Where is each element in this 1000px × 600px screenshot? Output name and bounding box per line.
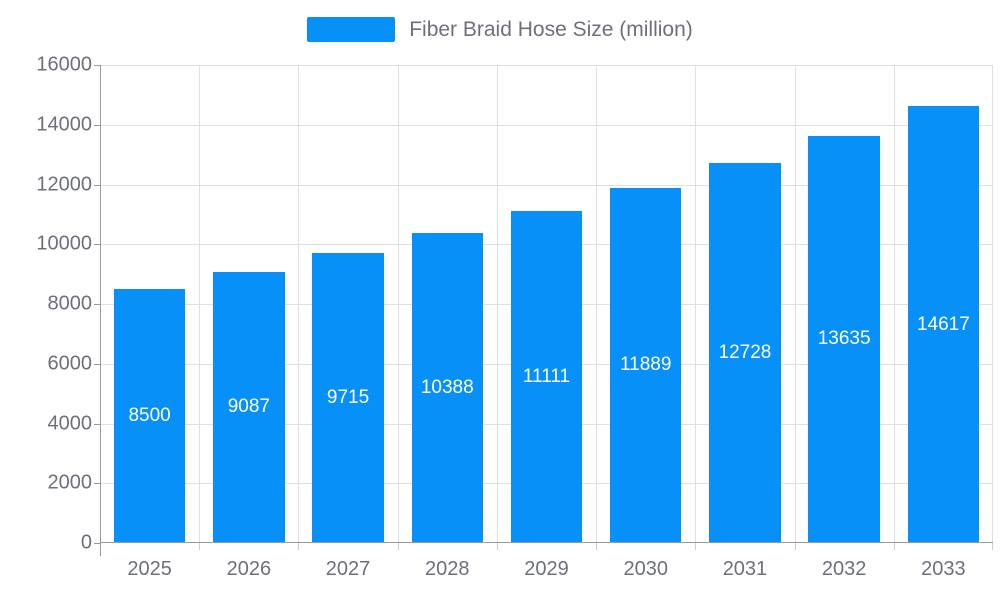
bar[interactable]: 11111: [510, 211, 583, 543]
legend-item[interactable]: Fiber Braid Hose Size (million): [307, 17, 693, 42]
bar-value-label: 12728: [718, 341, 772, 363]
x-axis-tick: [496, 543, 498, 550]
gridline-horizontal: [100, 184, 993, 186]
x-axis-tick: [397, 543, 399, 550]
bar-value-label: 10388: [420, 376, 474, 398]
bar-value-label: 9087: [227, 396, 270, 418]
y-axis-tick: [94, 65, 100, 66]
gridline-vertical: [695, 65, 697, 543]
y-axis-tick: [94, 304, 100, 305]
x-tick-label: 2027: [325, 558, 371, 580]
x-tick-label: 2030: [623, 558, 668, 580]
bar[interactable]: 9715: [312, 252, 384, 543]
x-axis-tick: [794, 543, 796, 550]
y-axis-tick: [94, 244, 100, 246]
x-tick-label: 2028: [425, 558, 470, 580]
x-tick-label: 2026: [226, 558, 272, 580]
bar[interactable]: 10388: [411, 232, 483, 543]
x-tick-label: 2025: [127, 558, 172, 580]
x-axis-tick: [893, 543, 895, 550]
bar-value-label: 11111: [522, 366, 571, 388]
x-axis-tick: [596, 543, 598, 550]
gridline-vertical: [992, 65, 993, 543]
gridline-vertical: [794, 65, 796, 543]
bar[interactable]: 12728: [709, 162, 781, 543]
bar[interactable]: 14617: [907, 106, 980, 543]
y-tick-label: 16000: [36, 53, 92, 76]
bar-value-label: 13635: [817, 328, 871, 350]
y-tick-label: 2000: [47, 471, 93, 494]
y-axis-tick: [94, 483, 100, 485]
gridline-vertical: [199, 65, 201, 543]
y-axis-tick: [94, 363, 100, 365]
gridline-horizontal: [100, 124, 993, 126]
legend: Fiber Braid Hose Size (million): [0, 17, 1000, 42]
y-axis-tick: [94, 124, 100, 126]
y-axis-line: [100, 65, 101, 556]
x-axis-tick: [695, 543, 697, 550]
y-tick-label: 12000: [36, 173, 92, 195]
x-axis-line: [100, 542, 993, 543]
x-tick-label: 2033: [921, 558, 966, 580]
gridline-vertical: [397, 65, 399, 543]
gridline-horizontal: [100, 65, 993, 66]
y-tick-label: 8000: [47, 292, 93, 315]
x-tick-label: 2031: [722, 558, 768, 580]
y-axis-tick: [94, 543, 100, 544]
bar-value-label: 14617: [916, 313, 970, 335]
gridline-vertical: [298, 65, 300, 543]
bar-value-label: 8500: [128, 405, 171, 427]
bar[interactable]: 11889: [610, 187, 682, 543]
x-axis-tick: [298, 543, 300, 550]
bar-value-label: 11889: [620, 354, 672, 376]
plot-area: 8500 9087 9715 10388 11111 11889 12728 13635 146…: [94, 65, 993, 556]
x-axis-tick: [199, 543, 201, 550]
y-tick-label: 6000: [47, 352, 93, 375]
y-tick-label: 0: [80, 531, 92, 554]
bar[interactable]: 13635: [808, 135, 880, 543]
bar[interactable]: 9087: [213, 271, 285, 543]
x-axis-tick: [992, 543, 993, 550]
y-tick-label: 10000: [36, 232, 92, 255]
gridline-vertical: [893, 65, 895, 543]
bar[interactable]: 8500: [113, 289, 186, 543]
bar-value-label: 9715: [326, 386, 370, 408]
y-axis-tick: [94, 184, 100, 186]
legend-swatch: [307, 17, 396, 42]
x-tick-label: 2029: [524, 558, 569, 580]
y-tick-label: 14000: [36, 113, 92, 136]
y-tick-label: 4000: [47, 412, 93, 434]
y-axis-tick: [94, 423, 100, 425]
legend-label: Fiber Braid Hose Size (million): [409, 17, 693, 41]
x-axis-labels: 2025 2026 2027 2028 2029 2030 2031 2032 2033: [100, 552, 993, 588]
gridline-vertical: [596, 65, 598, 543]
y-axis-labels: 0 2000 4000 6000 8000 10000 12000 14000 16000: [0, 54, 93, 554]
x-tick-label: 2032: [821, 558, 867, 580]
gridline-vertical: [496, 65, 498, 543]
